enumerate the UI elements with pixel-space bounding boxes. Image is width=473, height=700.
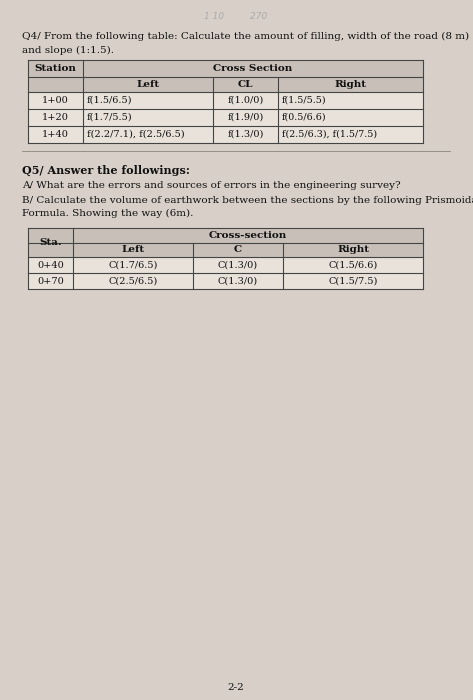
Text: 2-2: 2-2 xyxy=(228,683,245,692)
Text: A/ What are the errors and sources of errors in the engineering survey?: A/ What are the errors and sources of er… xyxy=(22,181,401,190)
Text: 1+40: 1+40 xyxy=(42,130,69,139)
Text: CL: CL xyxy=(238,80,253,89)
Text: f(1.5/6.5): f(1.5/6.5) xyxy=(87,96,132,105)
Text: Right: Right xyxy=(337,246,369,255)
Bar xyxy=(28,92,423,143)
Text: C(2.5/6.5): C(2.5/6.5) xyxy=(108,276,158,286)
Text: Cross-section: Cross-section xyxy=(209,231,287,240)
Text: Sta.: Sta. xyxy=(39,238,62,247)
Text: B/ Calculate the volume of earthwork between the sections by the following Prism: B/ Calculate the volume of earthwork bet… xyxy=(22,196,473,205)
Text: f(1.0/0): f(1.0/0) xyxy=(228,96,263,105)
Text: Right: Right xyxy=(334,80,367,89)
Text: C(1.3/0): C(1.3/0) xyxy=(218,276,258,286)
Text: f(1.9/0): f(1.9/0) xyxy=(228,113,263,122)
Text: C: C xyxy=(234,246,242,255)
Bar xyxy=(28,228,423,257)
Text: 1+00: 1+00 xyxy=(42,96,69,105)
Text: Station: Station xyxy=(35,64,77,73)
Text: 1+20: 1+20 xyxy=(42,113,69,122)
Text: Left: Left xyxy=(136,80,159,89)
Bar xyxy=(28,60,423,92)
Text: f(2.5/6.3), f(1.5/7.5): f(2.5/6.3), f(1.5/7.5) xyxy=(282,130,377,139)
Text: C(1.5/6.6): C(1.5/6.6) xyxy=(328,260,377,270)
Text: f(1.7/5.5): f(1.7/5.5) xyxy=(87,113,132,122)
Text: C(1.7/6.5): C(1.7/6.5) xyxy=(108,260,158,270)
Text: Cross Section: Cross Section xyxy=(213,64,293,73)
Text: Q4/ From the following table: Calculate the amount of filling, width of the road: Q4/ From the following table: Calculate … xyxy=(22,32,469,41)
Text: f(1.3/0): f(1.3/0) xyxy=(228,130,263,139)
Text: f(2.2/7.1), f(2.5/6.5): f(2.2/7.1), f(2.5/6.5) xyxy=(87,130,184,139)
Text: f(1.5/5.5): f(1.5/5.5) xyxy=(282,96,327,105)
Text: C(1.5/7.5): C(1.5/7.5) xyxy=(328,276,377,286)
Text: and slope (1:1.5).: and slope (1:1.5). xyxy=(22,46,114,55)
Bar xyxy=(28,257,423,289)
Text: f(0.5/6.6): f(0.5/6.6) xyxy=(282,113,327,122)
Text: 1 10         270: 1 10 270 xyxy=(204,12,268,21)
Text: Formula. Showing the way (6m).: Formula. Showing the way (6m). xyxy=(22,209,193,218)
Text: 0+40: 0+40 xyxy=(37,260,64,270)
Text: C(1.3/0): C(1.3/0) xyxy=(218,260,258,270)
Text: 0+70: 0+70 xyxy=(37,276,64,286)
Text: Left: Left xyxy=(122,246,145,255)
Text: Q5/ Answer the followings:: Q5/ Answer the followings: xyxy=(22,165,190,176)
